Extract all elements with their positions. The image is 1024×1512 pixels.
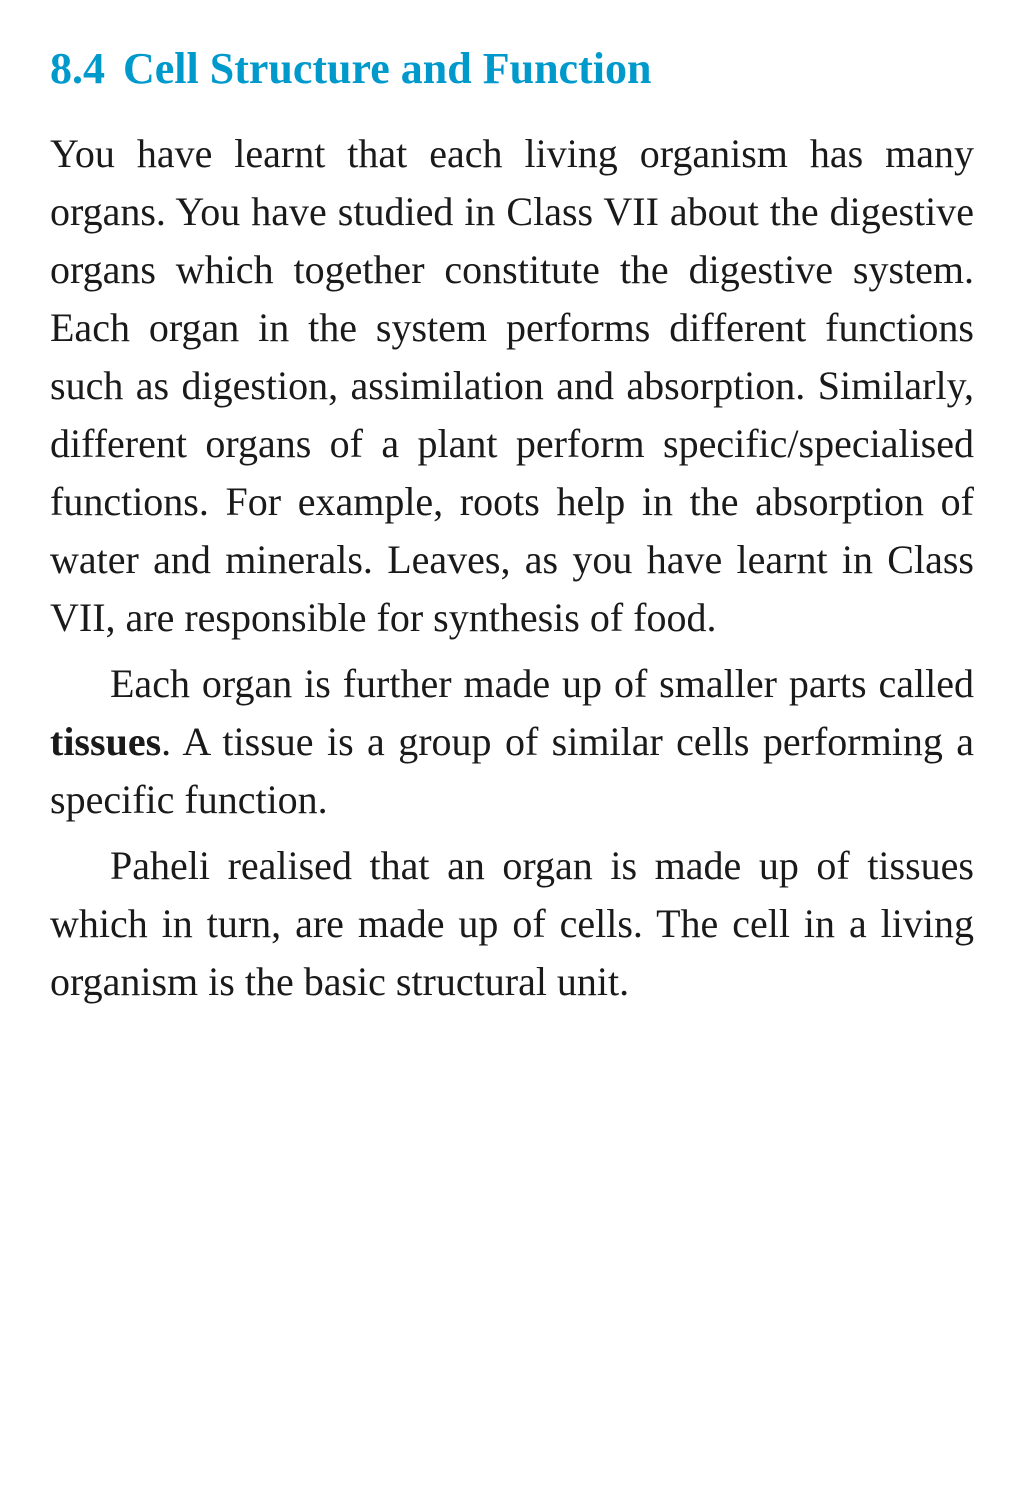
body-text: You have learnt that each living organis… <box>50 131 974 640</box>
section-heading: 8.4 Cell Structure and Function <box>50 40 974 97</box>
heading-number: 8.4 <box>50 40 105 97</box>
heading-title: Cell Structure and Function <box>123 40 651 97</box>
body-text: Paheli realised that an organ is made up… <box>50 843 974 1004</box>
bold-text: tissues <box>50 719 161 764</box>
body-content: You have learnt that each living organis… <box>50 125 974 1011</box>
body-text: . A tissue is a group of similar cells p… <box>50 719 974 822</box>
paragraph: You have learnt that each living organis… <box>50 125 974 647</box>
body-text: Each organ is further made up of smaller… <box>110 661 974 706</box>
paragraph: Each organ is further made up of smaller… <box>50 655 974 829</box>
paragraph: Paheli realised that an organ is made up… <box>50 837 974 1011</box>
